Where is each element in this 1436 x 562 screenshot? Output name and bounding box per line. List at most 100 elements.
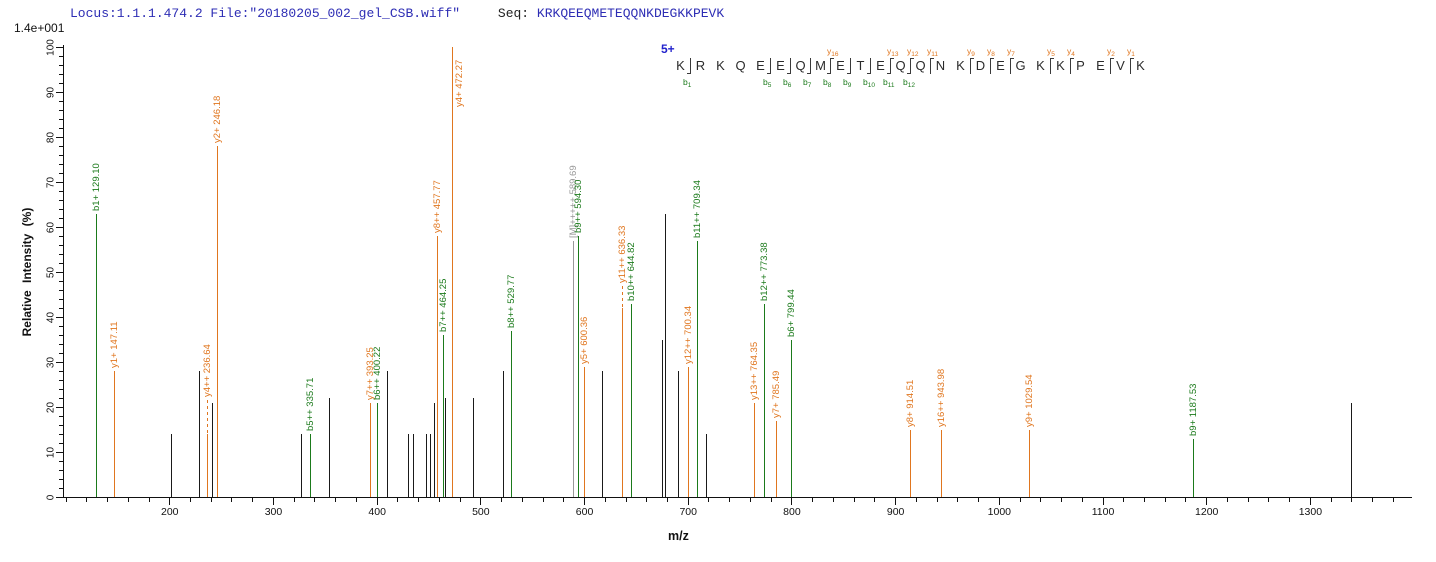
x-minor-tick — [1289, 498, 1291, 502]
x-minor-tick — [667, 498, 668, 502]
y-axis-line — [63, 45, 64, 498]
peak-unassigned — [426, 434, 428, 497]
peak-y7++ — [369, 402, 371, 497]
x-minor-tick — [335, 498, 337, 502]
x-minor-tick — [293, 498, 295, 502]
y-minor-tick — [59, 397, 63, 399]
x-minor-tick — [231, 498, 233, 502]
peak-[M]+++++ — [573, 240, 575, 497]
peak-label: b10++ 644.82 — [625, 241, 637, 301]
y-minor-tick — [59, 379, 63, 381]
peak-unassigned — [300, 434, 302, 497]
peak-unassigned — [661, 339, 663, 497]
x-tick-label: 500 — [472, 506, 490, 518]
peak-dashed-connector — [621, 285, 623, 308]
x-minor-tick — [1226, 498, 1228, 502]
peak-label: b5++ 335.71 — [304, 377, 316, 431]
x-minor-tick — [563, 498, 565, 502]
x-minor-tick — [1019, 498, 1021, 502]
x-minor-tick — [770, 498, 772, 502]
peak-label: y5+ 600.36 — [579, 316, 591, 364]
x-minor-tick — [729, 498, 731, 502]
y-tick-label: 60 — [45, 221, 57, 233]
x-minor-tick — [915, 498, 917, 502]
y-minor-tick — [59, 127, 63, 129]
peak-unassigned — [429, 434, 431, 497]
x-minor-tick — [190, 498, 191, 502]
peak-unassigned — [664, 213, 666, 497]
peak-unassigned — [328, 398, 330, 497]
locus-file-text: Locus:1.1.1.474.2 File:"20180205_002_gel… — [70, 6, 461, 21]
x-minor-tick — [812, 498, 814, 502]
x-minor-tick — [355, 498, 357, 502]
peak-y12++ — [688, 366, 690, 497]
x-minor-tick — [1247, 498, 1249, 502]
peak-unassigned — [445, 398, 447, 497]
y-minor-tick — [59, 73, 63, 75]
y-minor-tick — [59, 424, 63, 426]
y-minor-tick — [59, 325, 63, 327]
peak-label: b7++ 464.25 — [438, 278, 450, 332]
x-minor-tick — [1185, 498, 1187, 502]
x-tick-label: 1100 — [1091, 506, 1115, 518]
x-minor-tick — [521, 498, 523, 502]
peak-unassigned — [412, 434, 414, 497]
peak-label: b11++ 709.34 — [692, 179, 704, 238]
peak-unassigned — [601, 371, 603, 497]
peak-label: y7+ 785.49 — [771, 370, 783, 418]
y-minor-tick — [59, 388, 63, 390]
x-major-tick — [687, 498, 689, 505]
x-minor-tick — [397, 498, 399, 502]
y-major-tick — [56, 406, 63, 408]
peak-unassigned — [199, 371, 201, 497]
x-minor-tick — [978, 498, 980, 502]
x-major-tick — [376, 498, 378, 505]
peak-unassigned — [503, 371, 505, 497]
peak-b10++ — [630, 303, 632, 497]
x-minor-tick — [957, 498, 959, 502]
peak-y16++ — [940, 429, 942, 497]
y-major-tick — [56, 451, 63, 453]
peak-y8++ — [436, 236, 438, 497]
y-minor-tick — [59, 235, 63, 237]
y-minor-tick — [59, 118, 63, 120]
y-tick-label: 0 — [45, 494, 57, 500]
x-minor-tick — [1123, 498, 1125, 502]
peak-label: b1+ 129.10 — [90, 162, 102, 211]
y-minor-tick — [59, 289, 63, 291]
x-major-tick — [272, 498, 274, 505]
x-minor-tick — [65, 498, 67, 502]
x-tick-label: 1000 — [987, 506, 1011, 518]
peak-label: y13++ 764.35 — [749, 341, 761, 400]
y-minor-tick — [59, 469, 63, 471]
peak-unassigned — [473, 398, 475, 497]
y-minor-tick — [59, 370, 63, 372]
spectrum-header: Locus:1.1.1.474.2 File:"20180205_002_gel… — [70, 6, 724, 21]
peak-y13++ — [754, 402, 756, 497]
x-minor-tick — [936, 498, 938, 502]
x-tick-label: 1200 — [1195, 506, 1219, 518]
x-tick-label: 900 — [886, 506, 905, 518]
peak-b7++ — [443, 335, 445, 497]
peak-label: y4+ 472.27 — [454, 59, 466, 107]
y-major-tick — [56, 316, 63, 318]
y-minor-tick — [59, 433, 63, 435]
y-minor-tick — [59, 460, 63, 462]
y-minor-tick — [59, 244, 63, 246]
seq-label: Seq: — [497, 6, 530, 21]
peak-y2+ — [217, 146, 219, 497]
intensity-scale-note: 1.4e+001 — [14, 21, 65, 35]
x-minor-tick — [1081, 498, 1083, 502]
x-tick-label: 700 — [679, 506, 697, 518]
y-minor-tick — [59, 334, 63, 336]
x-minor-tick — [646, 498, 648, 502]
x-minor-tick — [1330, 498, 1332, 502]
peak-y4++ — [207, 434, 209, 497]
y-minor-tick — [59, 154, 63, 156]
y-minor-tick — [59, 190, 63, 192]
y-minor-tick — [59, 262, 63, 264]
y-minor-tick — [59, 145, 63, 147]
y-major-tick — [56, 496, 63, 498]
peak-label: y8+ 914.51 — [905, 379, 917, 427]
